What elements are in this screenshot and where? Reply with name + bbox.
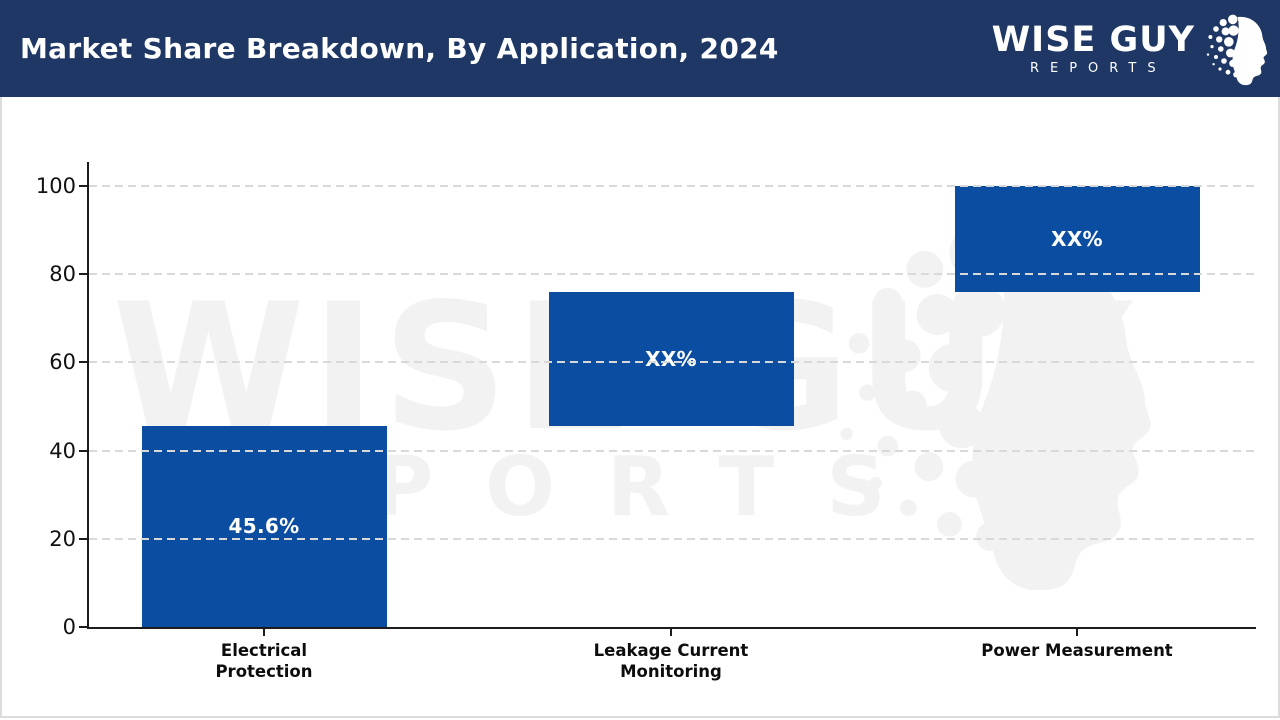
bar-value-label: XX% (1051, 226, 1103, 251)
y-tickmark-40 (79, 449, 87, 452)
brand-logo: WISE GUY REPORTS (992, 6, 1268, 92)
y-tick-label-60: 60 (49, 350, 76, 375)
x-tickmark-2 (670, 629, 672, 636)
page-title: Market Share Breakdown, By Application, … (20, 32, 779, 65)
y-tickmark-60 (79, 361, 87, 364)
header: Market Share Breakdown, By Application, … (0, 0, 1280, 97)
gridline-y20 (89, 537, 1255, 540)
gridline-y100 (89, 184, 1255, 187)
logo-subtext: REPORTS (1029, 61, 1167, 76)
y-tickmark-0 (79, 626, 87, 628)
x-axis-line (87, 627, 1256, 629)
x-tickmark-3 (1076, 629, 1078, 636)
y-tick-label-100: 100 (35, 173, 76, 198)
gridline-y60 (89, 361, 1255, 364)
bar-1: 45.6% (141, 425, 387, 627)
x-axis-label-2: Leakage Current Monitoring (593, 641, 749, 681)
bar-value-label: 45.6% (228, 514, 300, 539)
y-tick-label-80: 80 (49, 262, 76, 287)
bar-value-label: XX% (645, 346, 697, 371)
bar-2: XX% (548, 291, 794, 426)
logo-face-icon (1206, 14, 1268, 86)
gridline-y40 (89, 449, 1255, 452)
y-tick-label-40: 40 (49, 438, 76, 463)
bar-3: XX% (954, 185, 1200, 292)
x-axis-label-3: Power Measurement (981, 641, 1173, 660)
y-tick-label-0: 0 (62, 615, 76, 639)
y-tickmark-100 (79, 184, 87, 187)
y-axis-line (87, 162, 89, 629)
x-tickmark-1 (263, 629, 265, 636)
logo-wordmark: WISE GUY (991, 20, 1195, 60)
y-tickmark-20 (79, 537, 87, 540)
y-tickmark-80 (79, 273, 87, 276)
gridline-y80 (89, 273, 1255, 276)
logo-text: WISE GUY REPORTS (991, 20, 1195, 76)
y-tick-label-20: 20 (49, 526, 76, 551)
x-axis-label-1: Electrical Protection (215, 641, 313, 681)
